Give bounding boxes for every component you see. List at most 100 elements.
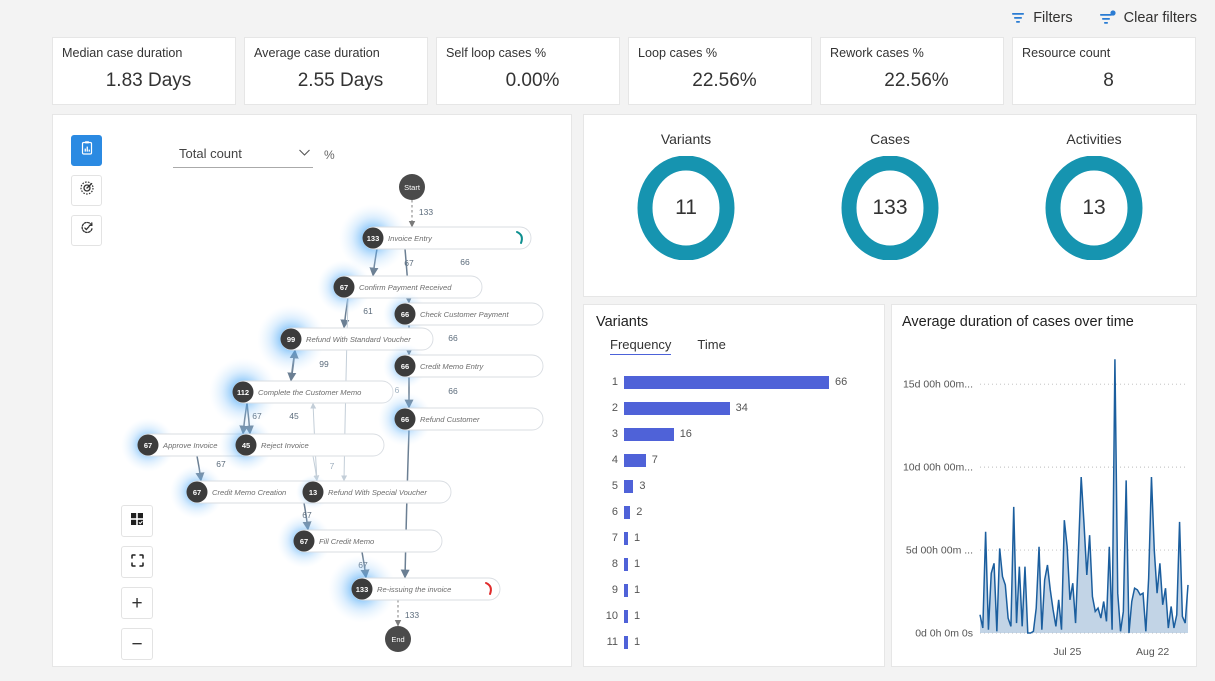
- process-graph[interactable]: 133676661669966386674513677676667133133I…: [53, 115, 573, 668]
- node-label: Credit Memo Creation: [212, 488, 286, 497]
- node-count-badge: [394, 355, 416, 377]
- variant-bar[interactable]: [624, 427, 674, 441]
- graph-node[interactable]: 13 Refund With Special Voucher: [296, 475, 452, 509]
- series-line: [979, 359, 1189, 634]
- node-count-label: 67: [144, 441, 152, 450]
- graph-edge[interactable]: [400, 429, 410, 579]
- variant-bar[interactable]: [624, 479, 634, 493]
- node-label: Approve Invoice: [162, 441, 217, 450]
- variants-tabs: Frequency Time: [610, 337, 872, 355]
- node-count-label: 67: [340, 283, 348, 292]
- tab-time[interactable]: Time: [697, 337, 726, 352]
- zoom-out-button[interactable]: −: [121, 628, 153, 660]
- variant-bar[interactable]: [624, 401, 730, 415]
- variant-bar[interactable]: [624, 583, 628, 597]
- kpi-label: Median case duration: [62, 46, 183, 60]
- graph-node[interactable]: 66 Check Customer Payment: [383, 292, 544, 336]
- node-count-badge: [280, 328, 302, 350]
- node-label: Refund With Special Voucher: [328, 488, 427, 497]
- variant-bar[interactable]: [624, 505, 631, 519]
- variant-value: 1: [634, 558, 641, 570]
- variant-value: 1: [634, 636, 641, 648]
- variant-bar[interactable]: [624, 531, 628, 545]
- variant-index: 4: [611, 454, 618, 466]
- metric-select[interactable]: Total count: [173, 141, 313, 168]
- edge-label: 133: [405, 610, 419, 620]
- graph-node[interactable]: 112 Complete the Customer Memo: [209, 358, 394, 426]
- kpi-card-rework-cases: Rework cases % 22.56%: [820, 37, 1004, 105]
- variant-value: 1: [634, 584, 641, 596]
- node-pill: [235, 433, 385, 457]
- node-count-label: 66: [401, 310, 409, 319]
- y-axis-tick-label: 5d 00h 00m ...: [906, 545, 973, 557]
- variant-value: 7: [651, 454, 658, 466]
- graph-node[interactable]: 66 Refund Customer: [378, 392, 544, 446]
- self-loop-teal-icon: [516, 231, 523, 244]
- variant-index: 5: [611, 480, 618, 492]
- terminal-label: End: [391, 635, 404, 644]
- variant-bar-row[interactable]: 2 34: [596, 395, 872, 421]
- x-axis-tick-label: Aug 22: [1136, 646, 1169, 658]
- edge-label: 66: [448, 333, 458, 343]
- percent-toggle[interactable]: %: [324, 147, 335, 162]
- node-count-label: 67: [300, 537, 308, 546]
- graph-node[interactable]: 133 Invoice Entry: [339, 204, 532, 272]
- edge-label: 6: [395, 385, 400, 395]
- donut-icon: [841, 155, 939, 261]
- stat-cases: Cases 133: [800, 131, 980, 261]
- variant-bar-row[interactable]: 11 1: [596, 629, 872, 655]
- end-node[interactable]: End: [385, 626, 411, 652]
- variant-value: 1: [634, 610, 641, 622]
- performance-view-button[interactable]: [71, 175, 102, 206]
- kpi-label: Loop cases %: [638, 46, 718, 60]
- variant-value: 16: [679, 428, 692, 440]
- graph-node[interactable]: 66 Credit Memo Entry: [383, 344, 544, 388]
- tab-frequency[interactable]: Frequency: [610, 337, 672, 355]
- kpi-value: 0.00%: [505, 70, 560, 91]
- variant-bar[interactable]: [624, 635, 628, 649]
- variant-bar-row[interactable]: 3 16: [596, 421, 872, 447]
- layout-button[interactable]: [121, 505, 153, 537]
- fit-screen-button[interactable]: [121, 546, 153, 578]
- kpi-value: 2.55 Days: [297, 70, 384, 91]
- graph-node[interactable]: 67 Fill Credit Memo: [277, 514, 443, 568]
- kpi-label: Self loop cases %: [446, 46, 547, 60]
- variant-bar[interactable]: [624, 375, 829, 389]
- start-node[interactable]: Start: [399, 174, 425, 200]
- y-axis-tick-label: 10d 00h 00m...: [903, 462, 973, 474]
- variant-bar[interactable]: [624, 453, 646, 467]
- stat-value: 13: [1082, 196, 1106, 219]
- graph-node[interactable]: 67 Confirm Payment Received: [317, 260, 483, 314]
- donut-ring: 11: [634, 155, 738, 261]
- variant-bar-row[interactable]: 10 1: [596, 603, 872, 629]
- edge-label: 66: [460, 257, 470, 267]
- zoom-in-button[interactable]: +: [121, 587, 153, 619]
- process-map-card: 133676661669966386674513677676667133133I…: [52, 114, 572, 667]
- variant-bar[interactable]: [624, 609, 628, 623]
- kpi-card-resource-count: Resource count 8: [1012, 37, 1196, 105]
- chevron-down-icon: [298, 144, 311, 162]
- node-count-badge: [362, 227, 384, 249]
- filters-button[interactable]: Filters: [1010, 10, 1073, 26]
- node-label: Credit Memo Entry: [420, 362, 485, 371]
- frequency-view-button[interactable]: [71, 135, 102, 166]
- rework-view-button[interactable]: [71, 215, 102, 246]
- edge-label: 67: [216, 459, 226, 469]
- graph-node[interactable]: 99 Refund With Standard Voucher: [257, 305, 434, 373]
- variant-bar-row[interactable]: 1 66: [596, 369, 872, 395]
- terminal-circle: [399, 174, 425, 200]
- variant-bar[interactable]: [624, 557, 628, 571]
- graph-node[interactable]: 45 Reject Invoice: [219, 418, 385, 472]
- fullscreen-icon: [129, 552, 146, 573]
- graph-node[interactable]: 133 Re-issuing the invoice: [328, 555, 501, 623]
- clear-filters-button[interactable]: Clear filters: [1099, 10, 1197, 26]
- node-count-badge: [137, 434, 159, 456]
- node-label: Complete the Customer Memo: [258, 388, 361, 397]
